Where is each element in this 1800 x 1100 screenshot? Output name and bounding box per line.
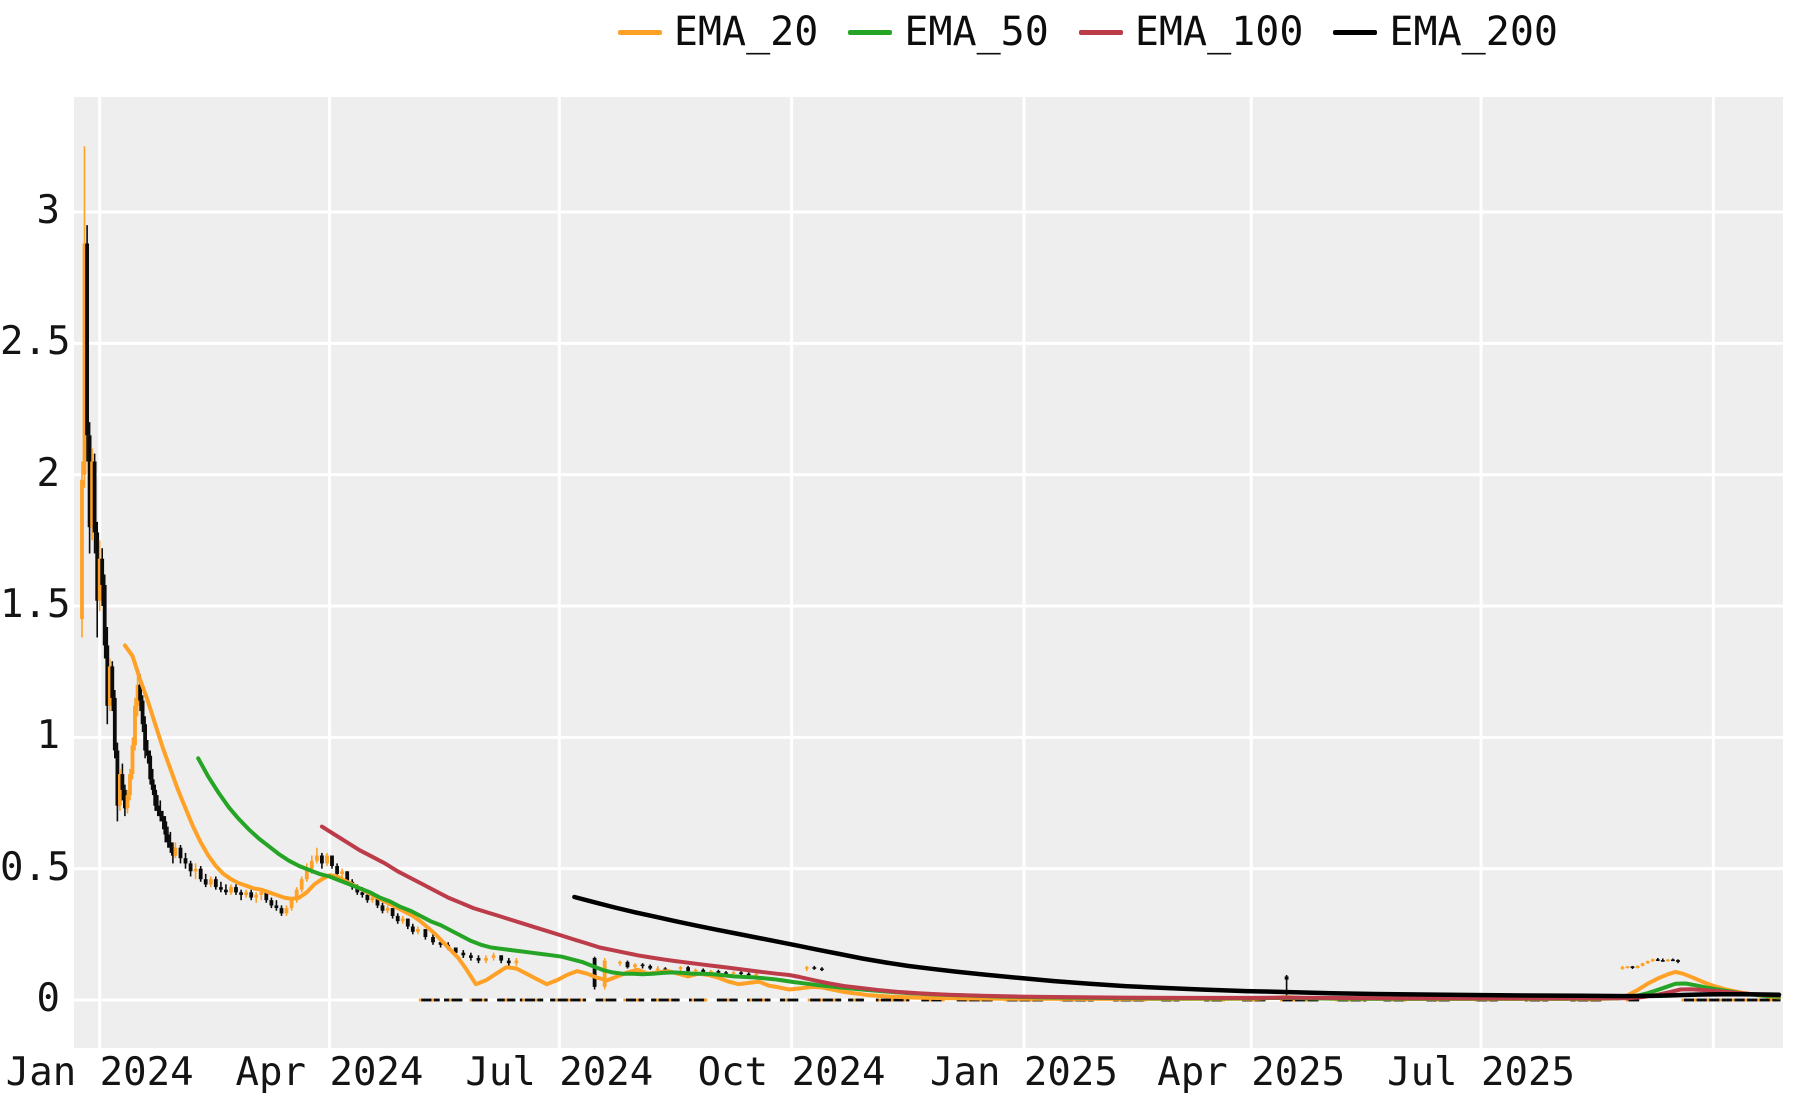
legend-line-swatch xyxy=(1333,29,1378,35)
legend-line-swatch xyxy=(617,29,662,35)
y-tick-label: 2 xyxy=(36,450,60,496)
chart-legend: EMA_20 EMA_50 EMA_100 EMA_200 xyxy=(617,9,1558,55)
x-tick-label: Jan 2024 xyxy=(5,1050,194,1095)
legend-label: EMA_50 xyxy=(904,9,1049,55)
legend-line-swatch xyxy=(848,29,893,35)
legend-line-swatch xyxy=(1078,29,1123,35)
y-tick-label: 2.5 xyxy=(0,319,71,365)
y-tick-label: 0 xyxy=(36,976,60,1021)
y-tick-label: 1.5 xyxy=(0,581,71,627)
x-tick-label: Apr 2024 xyxy=(235,1050,424,1095)
gridlines xyxy=(74,97,1783,1048)
legend-label: EMA_100 xyxy=(1134,9,1304,55)
y-tick-label: 1 xyxy=(36,713,60,759)
x-tick-label: Oct 2024 xyxy=(697,1050,886,1095)
legend-label: EMA_20 xyxy=(673,9,819,55)
candles-layer xyxy=(80,146,1680,1000)
ema_200-line xyxy=(572,894,1782,999)
legend-item-ema-50: EMA_50 xyxy=(848,12,1049,52)
y-tick-label: 3 xyxy=(36,187,60,233)
x-tick-label: Jul 2025 xyxy=(1387,1050,1575,1095)
ema_100-line xyxy=(319,824,1781,1001)
x-tick-label: Jul 2024 xyxy=(465,1050,654,1095)
legend-label: EMA_200 xyxy=(1389,9,1558,55)
legend-item-ema-200: EMA_200 xyxy=(1333,12,1558,52)
legend-item-ema-100: EMA_100 xyxy=(1078,9,1304,55)
x-tick-label: Apr 2025 xyxy=(1157,1050,1346,1095)
y-tick-label: 0.5 xyxy=(0,844,71,890)
legend-item-ema-20: EMA_20 xyxy=(617,9,819,55)
x-tick-label: Jan 2025 xyxy=(930,1050,1118,1095)
